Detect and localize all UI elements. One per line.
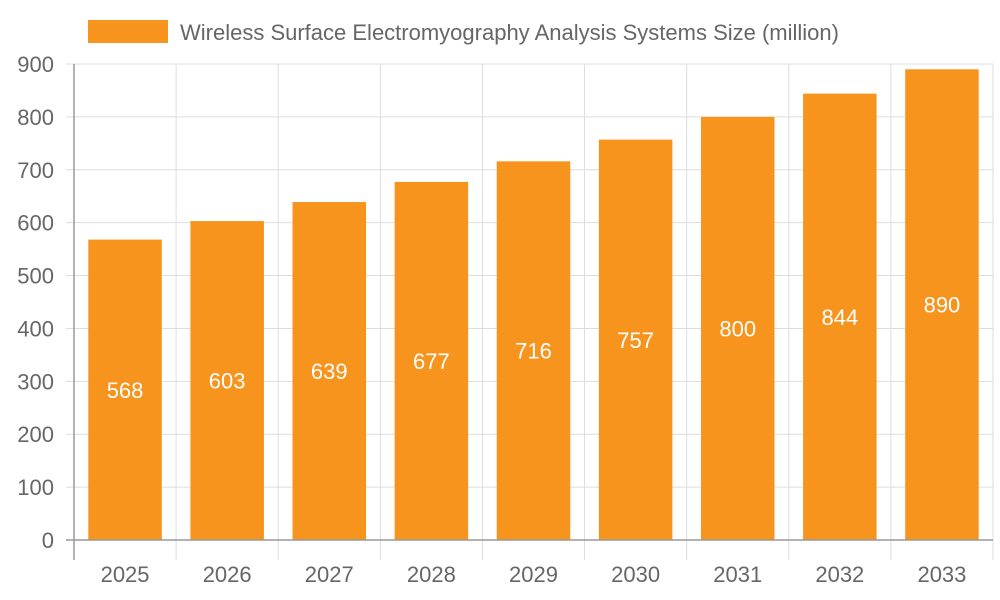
data-label: 568: [107, 378, 144, 403]
bar: [292, 202, 367, 541]
bar: [496, 161, 571, 540]
bar: [905, 69, 979, 541]
x-tick-label: 2031: [713, 562, 762, 587]
x-tick-label: 2029: [509, 562, 558, 587]
bar: [190, 221, 264, 540]
y-tick-label: 800: [17, 105, 54, 130]
y-tick-label: 300: [17, 369, 54, 394]
legend-swatch: [88, 20, 168, 43]
data-label: 716: [515, 339, 552, 364]
x-tick-label: 2033: [917, 562, 966, 587]
data-label: 677: [413, 349, 450, 374]
data-label: 757: [617, 328, 654, 353]
y-tick-label: 700: [17, 158, 54, 183]
data-label: 890: [924, 293, 961, 318]
x-tick-label: 2030: [611, 562, 660, 587]
y-tick-label: 500: [17, 264, 54, 289]
bar: [598, 139, 673, 540]
y-tick-label: 900: [17, 52, 54, 77]
data-label: 844: [821, 305, 858, 330]
y-tick-label: 100: [17, 475, 54, 500]
x-tick-label: 2025: [101, 562, 150, 587]
bar: [88, 239, 162, 540]
data-label: 603: [209, 369, 246, 394]
bar: [700, 116, 775, 540]
y-tick-label: 200: [17, 422, 54, 447]
x-tick-label: 2026: [203, 562, 252, 587]
bar: [803, 93, 877, 541]
x-tick-label: 2028: [407, 562, 456, 587]
y-tick-label: 400: [17, 316, 54, 341]
data-label: 800: [719, 316, 756, 341]
x-tick-label: 2027: [305, 562, 354, 587]
legend[interactable]: Wireless Surface Electromyography Analys…: [88, 20, 839, 45]
x-tick-label: 2032: [815, 562, 864, 587]
y-tick-label: 0: [42, 528, 54, 553]
axes: 0 100 200 300 400 500 600 700 800 900 2025 2026 2027…: [17, 52, 993, 587]
data-label: 639: [311, 359, 348, 384]
bar: [394, 181, 469, 541]
legend-label: Wireless Surface Electromyography Analys…: [180, 20, 839, 45]
y-tick-label: 600: [17, 211, 54, 236]
bars: 568 603 639 677 716 757 800 844 890: [88, 69, 979, 541]
